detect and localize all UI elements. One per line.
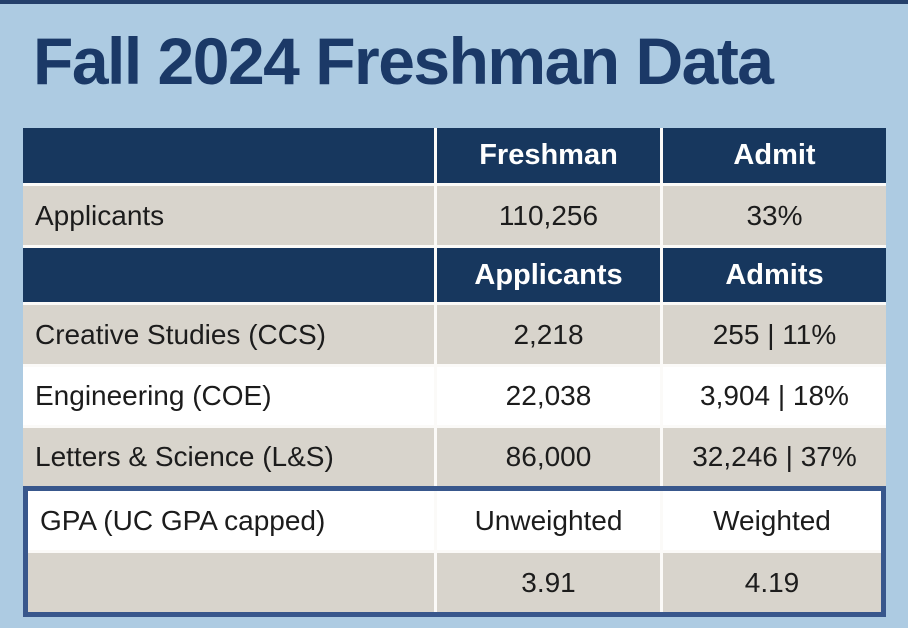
gpa-weighted-value: 4.19 [663,553,881,612]
applicants-total-value: 110,256 [437,186,660,245]
ls-label: Letters & Science (L&S) [23,428,434,486]
admit-rate-value: 33% [663,186,886,245]
freshman-data-table: Freshman Admit Applicants 110,256 33% Ap… [23,128,886,486]
college-header-empty-cell [23,248,434,302]
ls-admits-value: 32,246 | 37% [663,428,886,486]
gpa-empty-cell [28,553,434,612]
coe-label: Engineering (COE) [23,367,434,425]
gpa-label: GPA (UC GPA capped) [28,491,434,550]
gpa-unweighted-value: 3.91 [437,553,660,612]
coe-admits-value: 3,904 | 18% [663,367,886,425]
ccs-applicants-value: 2,218 [437,305,660,364]
overall-header-admit: Admit [663,128,886,183]
page-title: Fall 2024 Freshman Data [33,24,774,98]
college-header-admits: Admits [663,248,886,302]
ccs-admits-value: 255 | 11% [663,305,886,364]
top-border-bar [0,0,908,4]
gpa-section: GPA (UC GPA capped) Unweighted Weighted … [23,486,886,617]
ls-applicants-value: 86,000 [437,428,660,486]
coe-applicants-value: 22,038 [437,367,660,425]
applicants-label: Applicants [23,186,434,245]
college-header-applicants: Applicants [437,248,660,302]
gpa-weighted-label: Weighted [663,491,881,550]
overall-header-empty-cell [23,128,434,183]
overall-header-freshman: Freshman [437,128,660,183]
ccs-label: Creative Studies (CCS) [23,305,434,364]
gpa-unweighted-label: Unweighted [437,491,660,550]
